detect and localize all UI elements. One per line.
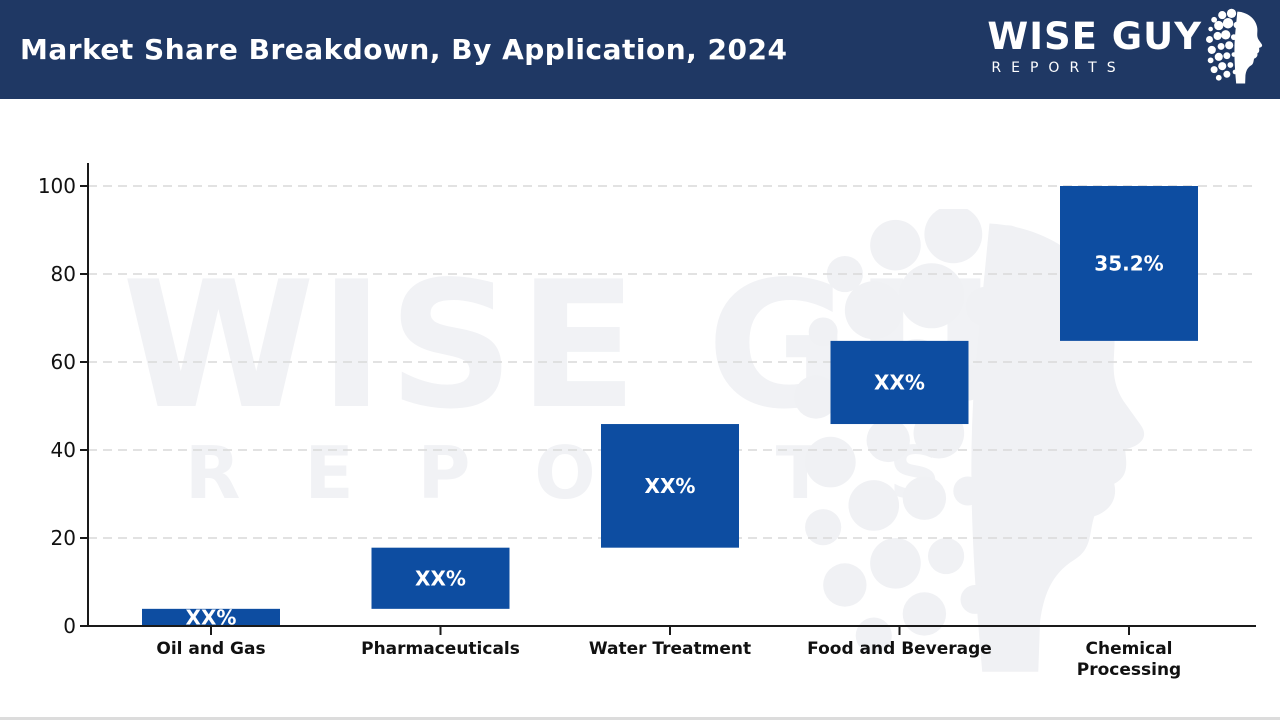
logo-wordmark: WISE GUY [987, 15, 1202, 58]
logo-subtext: REPORTS [991, 60, 1126, 76]
bar-food-and-beverage [830, 340, 969, 425]
y-tick-label-40: 40 [51, 438, 76, 462]
category-label-chemical-processing: Chemical Processing [1077, 639, 1181, 680]
bar-oil-and-gas [142, 608, 280, 626]
bar-value-label-pharmaceuticals: XX% [415, 566, 466, 590]
logo-head-icon [1206, 8, 1263, 84]
brand-logo-text: WISE GUY REPORTS [987, 18, 1202, 76]
category-label-water-treatment: Water Treatment [589, 639, 751, 659]
category-label-oil-and-gas: Oil and Gas [156, 639, 265, 659]
bar-value-label-food-and-beverage: XX% [874, 370, 925, 394]
y-tick-label-60: 60 [51, 350, 76, 374]
brand-logo: WISE GUY REPORTS [987, 8, 1264, 86]
category-label-pharmaceuticals: Pharmaceuticals [361, 639, 520, 659]
page-title: Market Share Breakdown, By Application, … [20, 33, 788, 66]
header-bar: Market Share Breakdown, By Application, … [0, 0, 1280, 99]
bar-value-label-chemical-processing: 35.2% [1094, 251, 1163, 275]
y-tick-label-20: 20 [51, 526, 76, 550]
category-label-food-and-beverage: Food and Beverage [807, 639, 992, 659]
bar-pharmaceuticals [371, 547, 510, 609]
y-tick-label-80: 80 [51, 262, 76, 286]
bar-value-label-water-treatment: XX% [645, 474, 696, 498]
y-tick-label-100: 100 [38, 174, 76, 198]
bar-water-treatment [601, 424, 739, 548]
bar-chemical-processing [1060, 186, 1198, 341]
y-tick-label-0: 0 [63, 614, 76, 638]
